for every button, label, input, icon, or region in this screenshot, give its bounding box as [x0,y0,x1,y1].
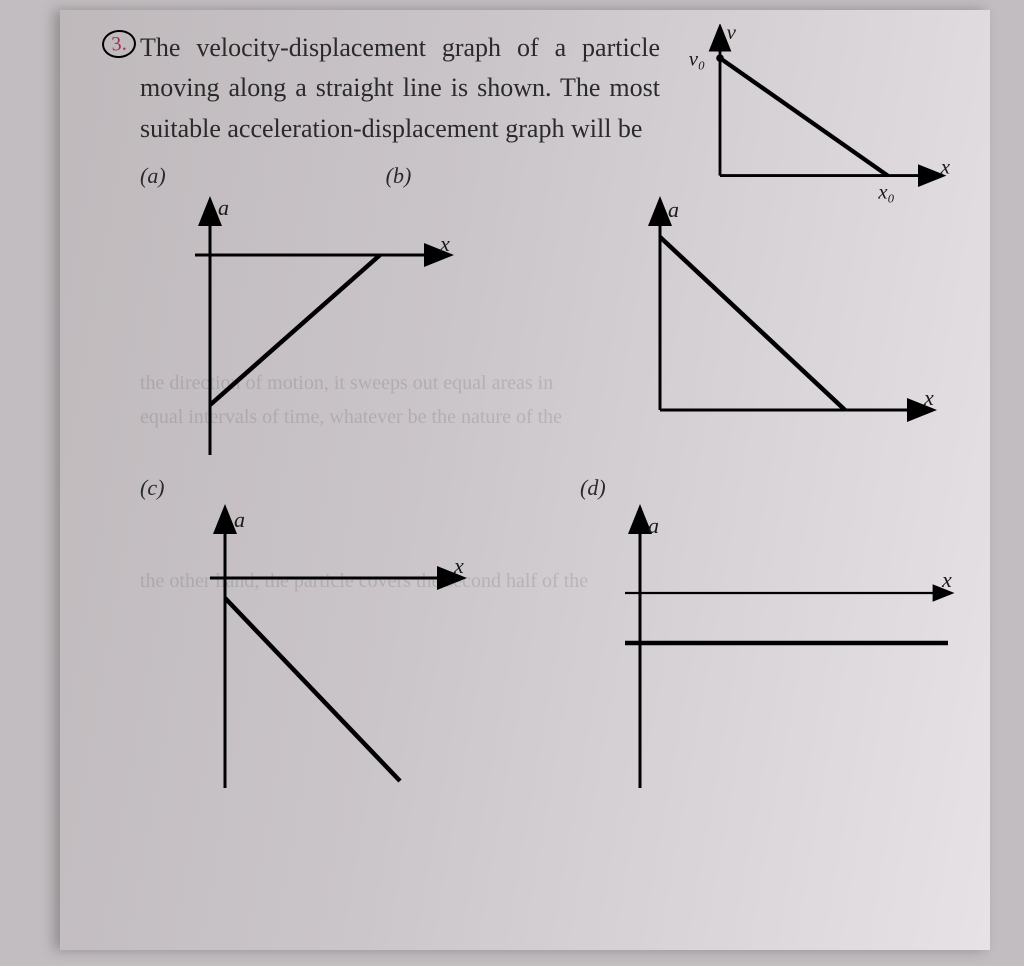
option-c-xlabel: x [453,553,464,578]
option-b-ylabel: a [668,197,679,222]
option-a-xlabel: x [439,231,450,256]
question-block: 3. The velocity-displacement graph of a … [140,28,950,149]
options-row-2: (c) a x (d) [140,475,950,793]
option-a-label: (a) [140,163,166,189]
given-y-label: v [727,24,737,44]
option-d-xlabel: x [941,567,952,592]
given-x-label: x [940,155,951,179]
option-b-label: (b) [386,163,412,189]
option-b-graph: a x [610,195,940,445]
question-number: 3. [111,32,128,56]
options-row-1: a x a x [140,195,950,465]
option-c-label: (c) [140,475,470,501]
option-d-label: (d) [580,475,960,501]
option-c-ylabel: a [234,507,245,532]
option-a-graph: a x [140,195,460,465]
given-graph-vx: v v₀ x₀ x [660,24,960,204]
option-c-graph: a x [140,503,470,793]
option-b-xlabel: x [923,385,934,410]
option-d-ylabel: a [648,513,659,538]
given-v0-label: v₀ [689,47,706,71]
question-number-circle: 3. [101,29,137,59]
page: 3. The velocity-displacement graph of a … [60,10,990,950]
question-text: The velocity-displacement graph of a par… [140,28,660,149]
option-d-graph: a x [580,503,960,793]
option-a-ylabel: a [218,195,229,220]
